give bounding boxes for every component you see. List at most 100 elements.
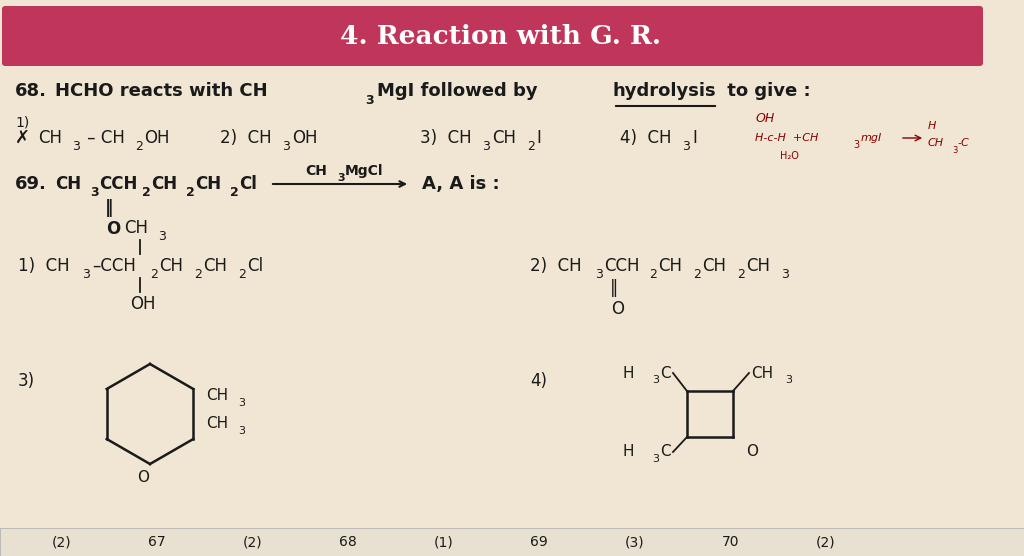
FancyBboxPatch shape	[0, 528, 1024, 556]
Text: 3: 3	[652, 454, 659, 464]
Text: CH: CH	[305, 164, 327, 178]
Text: OH: OH	[130, 295, 156, 313]
Text: 70: 70	[722, 535, 739, 549]
Text: CCH: CCH	[99, 175, 137, 193]
Text: 3: 3	[238, 398, 245, 408]
Text: CH: CH	[492, 129, 516, 147]
Text: Cl: Cl	[239, 175, 257, 193]
Text: 3: 3	[595, 267, 603, 280]
Text: 3): 3)	[18, 372, 35, 390]
Text: CH: CH	[151, 175, 177, 193]
Text: 2: 2	[693, 267, 700, 280]
Text: 69.: 69.	[15, 175, 47, 193]
Text: 3: 3	[682, 140, 690, 152]
Text: 3: 3	[337, 173, 345, 183]
Text: O: O	[746, 444, 758, 459]
Text: I: I	[692, 129, 697, 147]
Text: CH: CH	[55, 175, 81, 193]
Text: CH: CH	[702, 257, 726, 275]
Text: CH: CH	[751, 365, 773, 380]
Text: ✗: ✗	[15, 129, 30, 147]
Text: Cl: Cl	[247, 257, 263, 275]
Text: -C: -C	[958, 138, 970, 148]
Text: ‖: ‖	[610, 279, 618, 297]
Text: 3: 3	[952, 146, 957, 155]
Text: C: C	[660, 444, 671, 459]
Text: (2): (2)	[51, 535, 72, 549]
Text: CH: CH	[206, 416, 228, 431]
Text: 3)  CH: 3) CH	[420, 129, 472, 147]
Text: mgI: mgI	[861, 133, 883, 143]
Text: (3): (3)	[625, 535, 645, 549]
Text: 3: 3	[781, 267, 788, 280]
Text: 3: 3	[282, 140, 290, 152]
Text: 1): 1)	[15, 115, 30, 129]
Text: – CH: – CH	[82, 129, 125, 147]
Text: 1)  CH: 1) CH	[18, 257, 70, 275]
Text: CH: CH	[928, 138, 944, 148]
Text: 2: 2	[649, 267, 656, 280]
Text: A, A is :: A, A is :	[422, 175, 500, 193]
Text: to give :: to give :	[721, 82, 811, 100]
Text: (2): (2)	[243, 535, 262, 549]
Text: 69: 69	[530, 535, 548, 549]
Text: 3: 3	[652, 375, 659, 385]
Text: 68: 68	[339, 535, 357, 549]
Text: 3: 3	[238, 426, 245, 436]
Text: ‖: ‖	[105, 199, 114, 217]
Text: CCH: CCH	[604, 257, 640, 275]
Text: 3: 3	[82, 267, 90, 280]
Text: –CCH: –CCH	[92, 257, 136, 275]
Text: CH: CH	[159, 257, 183, 275]
Text: CH: CH	[38, 129, 62, 147]
Text: 3: 3	[365, 93, 374, 107]
Text: MgCl: MgCl	[345, 164, 384, 178]
Text: OH: OH	[144, 129, 170, 147]
Text: CH: CH	[203, 257, 227, 275]
Text: 2)  CH: 2) CH	[530, 257, 582, 275]
Text: 3: 3	[72, 140, 80, 152]
Text: 2: 2	[150, 267, 158, 280]
Text: O: O	[137, 469, 150, 484]
Text: H-c-H  +CH: H-c-H +CH	[755, 133, 818, 143]
Text: 2: 2	[230, 186, 239, 198]
Text: 2)  CH: 2) CH	[220, 129, 271, 147]
Text: 2: 2	[142, 186, 151, 198]
Text: HCHO reacts with CH: HCHO reacts with CH	[55, 82, 267, 100]
Text: 4)  CH: 4) CH	[620, 129, 672, 147]
Text: CH: CH	[124, 219, 148, 237]
Text: 2: 2	[186, 186, 195, 198]
Text: hydrolysis: hydrolysis	[613, 82, 717, 100]
Text: 2: 2	[238, 267, 246, 280]
Text: 68.: 68.	[15, 82, 47, 100]
Text: CH: CH	[746, 257, 770, 275]
Text: 3: 3	[785, 375, 792, 385]
Text: 2: 2	[135, 140, 143, 152]
FancyBboxPatch shape	[2, 6, 983, 66]
Text: MgI followed by: MgI followed by	[377, 82, 544, 100]
Text: 2: 2	[194, 267, 202, 280]
Text: 3: 3	[90, 186, 98, 198]
Text: 67: 67	[148, 535, 166, 549]
Text: 2: 2	[527, 140, 535, 152]
Text: 3: 3	[853, 140, 859, 150]
Text: C: C	[660, 365, 671, 380]
Text: H: H	[622, 365, 634, 380]
Text: 4): 4)	[530, 372, 547, 390]
Text: (2): (2)	[816, 535, 836, 549]
Text: O: O	[106, 220, 120, 238]
Text: CH: CH	[195, 175, 221, 193]
Text: H₂O: H₂O	[780, 151, 799, 161]
Text: 3: 3	[482, 140, 489, 152]
Text: CH: CH	[658, 257, 682, 275]
Text: CH: CH	[206, 389, 228, 404]
Text: H: H	[928, 121, 936, 131]
Text: H: H	[622, 444, 634, 459]
Text: OH: OH	[755, 112, 774, 125]
Text: 2: 2	[737, 267, 744, 280]
Text: (1): (1)	[434, 535, 454, 549]
Text: O: O	[611, 300, 624, 318]
Text: I: I	[536, 129, 541, 147]
Text: 3: 3	[158, 230, 166, 242]
Text: OH: OH	[292, 129, 317, 147]
